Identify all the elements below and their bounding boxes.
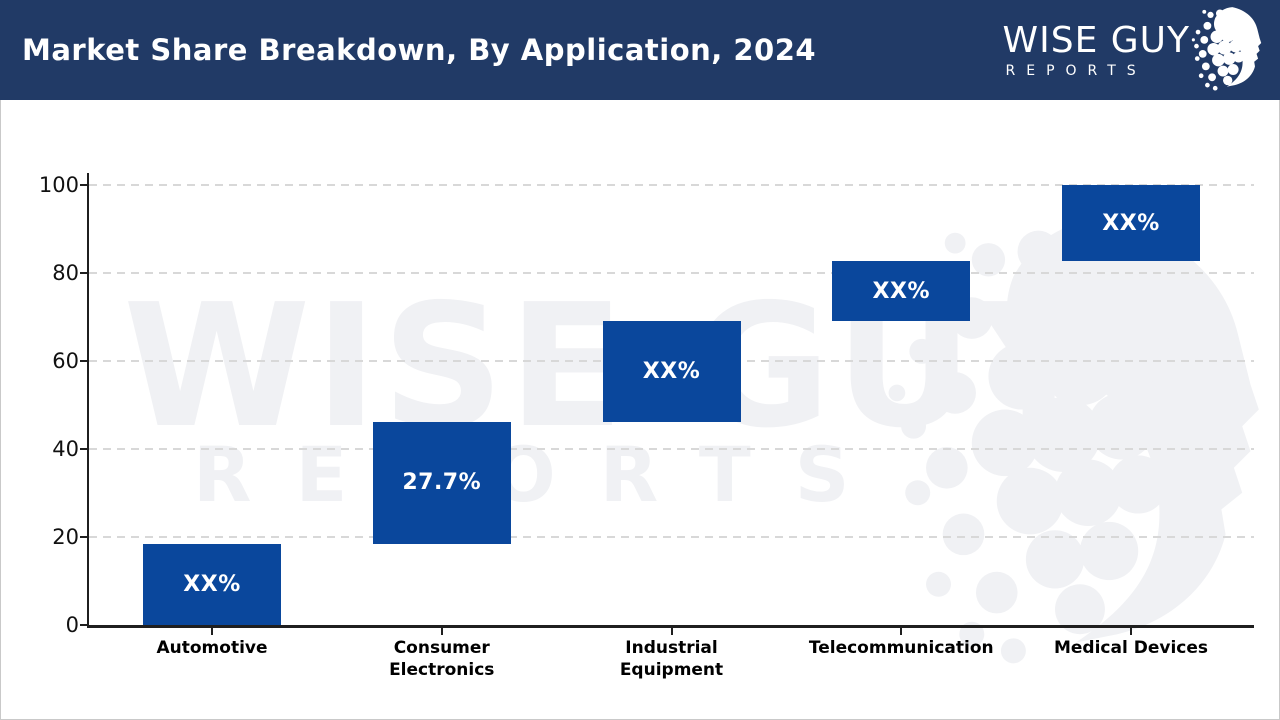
y-tick-20 (80, 536, 87, 538)
y-tick-60 (80, 360, 87, 362)
category-label-0: Automotive (92, 637, 332, 659)
logo-text: WISE GUY REPORTS (1002, 19, 1191, 79)
y-tick-label-0: 0 (65, 613, 79, 637)
chart-area: WISE GUY REPORTS 0 20 40 60 80 100 XX% Automoti… (0, 100, 1280, 720)
logo-wordmark: WISE GUY (1002, 19, 1190, 61)
header-bar: Market Share Breakdown, By Application, … (0, 0, 1280, 100)
bar-automotive: XX% (143, 543, 281, 625)
category-label-2: Industrial Equipment (552, 637, 792, 681)
gridline-40 (89, 448, 1254, 450)
bar-industrial-equipment: XX% (602, 320, 741, 422)
category-label-4: Medical Devices (1011, 637, 1251, 659)
category-label-line: Industrial (625, 638, 718, 658)
category-label-line: Consumer (393, 638, 490, 658)
y-tick-100 (80, 184, 87, 186)
x-tick-2 (670, 628, 673, 635)
y-tick-label-20: 20 (52, 525, 79, 549)
category-label-line: Equipment (619, 660, 724, 680)
y-tick-label-60: 60 (52, 349, 79, 373)
watermark-subtitle: REPORTS (193, 430, 894, 519)
category-label-line: Telecommunication (808, 638, 994, 658)
y-tick-label-100: 100 (38, 173, 79, 197)
logo-subtitle: REPORTS (1005, 62, 1147, 79)
bar-medical-devices: XX% (1062, 185, 1200, 262)
bar-consumer-electronics: 27.7% (372, 421, 511, 544)
bar-telecommunication: XX% (832, 261, 971, 321)
bar-value-label: XX% (183, 571, 241, 597)
category-label-1: Consumer Electronics (322, 637, 562, 681)
category-label-3: Telecommunication (781, 637, 1021, 659)
x-tick-0 (211, 628, 213, 635)
bar-value-label: 27.7% (402, 470, 482, 496)
x-tick-3 (900, 628, 903, 635)
page-title: Market Share Breakdown, By Application, … (22, 33, 817, 67)
category-label-line: Automotive (156, 638, 268, 658)
y-tick-80 (80, 272, 87, 274)
bar-value-label: XX% (872, 278, 930, 304)
x-axis-line (87, 625, 1254, 628)
wise-guy-face-icon (1184, 7, 1262, 93)
x-tick-4 (1130, 628, 1132, 635)
gridline-80 (89, 272, 1254, 274)
gridline-100 (89, 184, 1254, 186)
y-axis-line (87, 173, 89, 628)
category-label-line: Medical Devices (1053, 638, 1208, 658)
y-tick-0 (80, 624, 87, 626)
gridline-20 (89, 536, 1254, 538)
y-tick-label-80: 80 (52, 261, 79, 285)
bar-value-label: XX% (642, 358, 701, 384)
y-tick-label-40: 40 (52, 437, 79, 461)
x-tick-1 (440, 628, 443, 635)
wise-guy-logo: WISE GUY REPORTS (1003, 7, 1263, 93)
category-label-line: Electronics (389, 660, 495, 680)
y-tick-40 (80, 448, 87, 450)
bar-value-label: XX% (1102, 210, 1160, 236)
